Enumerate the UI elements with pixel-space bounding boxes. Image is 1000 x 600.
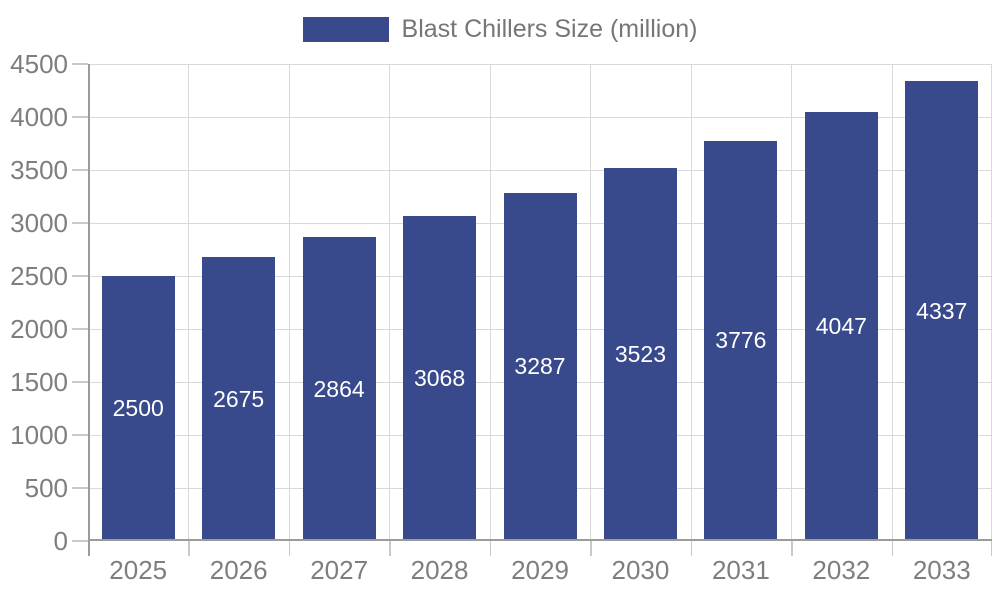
y-tick-label-4500: 4500 bbox=[10, 49, 68, 79]
x-tick-7 bbox=[791, 541, 793, 556]
x-tick-label-2033: 2033 bbox=[912, 555, 971, 585]
x-axis-labels: 2025 2026 2027 2028 2029 2030 2031 2032 2033 bbox=[88, 553, 992, 587]
bar-value-label-2025: 2500 bbox=[112, 395, 164, 421]
x-tick-label-2028: 2028 bbox=[410, 555, 469, 585]
x-tick-6 bbox=[690, 541, 693, 556]
y-tick-3000 bbox=[72, 222, 88, 224]
legend-label: Blast Chillers Size (million) bbox=[401, 15, 698, 43]
h-gridline-3500 bbox=[88, 169, 992, 171]
bar-2033[interactable]: 4337 bbox=[905, 81, 979, 541]
bar-2030[interactable]: 3523 bbox=[603, 167, 677, 541]
y-tick-label-2500: 2500 bbox=[10, 261, 68, 291]
x-tick-label-2025: 2025 bbox=[109, 555, 168, 585]
bar-2026[interactable]: 2675 bbox=[202, 257, 276, 541]
y-tick-4500 bbox=[72, 63, 88, 65]
x-tick-label-2027: 2027 bbox=[310, 555, 369, 585]
v-gridline-5 bbox=[590, 64, 592, 541]
y-tick-label-1000: 1000 bbox=[10, 420, 68, 450]
x-tick-5 bbox=[590, 541, 592, 556]
v-gridline-9 bbox=[991, 64, 992, 541]
v-gridline-1 bbox=[188, 64, 190, 541]
y-tick-2000 bbox=[72, 328, 88, 330]
x-tick-1 bbox=[188, 541, 190, 556]
bar-value-label-2029: 3287 bbox=[514, 353, 566, 380]
bar-value-label-2027: 2864 bbox=[313, 375, 365, 402]
v-gridline-6 bbox=[690, 64, 692, 541]
bar-2025[interactable]: 2500 bbox=[101, 276, 175, 541]
y-tick-3500 bbox=[72, 169, 88, 171]
x-tick-2 bbox=[288, 541, 291, 556]
y-tick-label-1500: 1500 bbox=[10, 367, 68, 397]
x-tick-label-2030: 2030 bbox=[611, 555, 670, 585]
legend[interactable]: Blast Chillers Size (million) bbox=[0, 17, 1000, 42]
y-tick-4000 bbox=[72, 116, 88, 118]
v-gridline-8 bbox=[891, 64, 893, 541]
bar-value-label-2028: 3068 bbox=[413, 364, 466, 391]
y-tick-label-500: 500 bbox=[24, 473, 68, 503]
y-tick-label-3500: 3500 bbox=[10, 155, 68, 185]
x-axis-line bbox=[88, 539, 992, 541]
x-tick-label-2026: 2026 bbox=[209, 555, 268, 585]
y-tick-label-4000: 4000 bbox=[10, 102, 68, 132]
h-gridline-4500 bbox=[88, 63, 992, 65]
v-gridline-2 bbox=[288, 64, 290, 541]
x-tick-label-2032: 2032 bbox=[812, 555, 871, 585]
h-gridline-4000 bbox=[88, 116, 992, 118]
bar-value-label-2026: 2675 bbox=[213, 385, 265, 412]
bar-2032[interactable]: 4047 bbox=[804, 112, 878, 541]
y-axis-labels: 0 500 1000 1500 2000 2500 3000 3500 4000 4500 bbox=[0, 51, 68, 554]
x-tick-label-2029: 2029 bbox=[511, 555, 569, 585]
y-tick-label-3000: 3000 bbox=[10, 208, 68, 238]
y-tick-1000 bbox=[72, 434, 88, 436]
x-tick-label-2031: 2031 bbox=[711, 555, 770, 585]
bar-value-label-2031: 3776 bbox=[715, 327, 767, 354]
x-tick-3 bbox=[389, 541, 391, 556]
plot-area: 2500 2675 2864 3068 3287 3523 3776 4047 4337 bbox=[72, 63, 992, 556]
bar-2029[interactable]: 3287 bbox=[503, 192, 577, 541]
legend-swatch-icon bbox=[302, 17, 389, 42]
bar-2031[interactable]: 3776 bbox=[704, 140, 778, 541]
x-tick-9 bbox=[990, 541, 992, 556]
y-tick-1500 bbox=[72, 381, 88, 383]
bar-value-label-2033: 4337 bbox=[916, 297, 968, 324]
y-axis-line bbox=[88, 64, 90, 556]
v-gridline-3 bbox=[389, 64, 391, 541]
bar-2028[interactable]: 3068 bbox=[403, 215, 477, 541]
bar-value-label-2030: 3523 bbox=[614, 340, 667, 367]
v-gridline-4 bbox=[489, 64, 491, 541]
bar-2027[interactable]: 2864 bbox=[302, 237, 376, 541]
y-tick-label-2000: 2000 bbox=[10, 314, 68, 344]
x-tick-4 bbox=[489, 541, 492, 556]
y-tick-500 bbox=[72, 487, 88, 489]
x-tick-8 bbox=[891, 541, 894, 556]
y-tick-2500 bbox=[72, 275, 88, 277]
y-tick-label-0: 0 bbox=[53, 526, 68, 556]
bar-value-label-2032: 4047 bbox=[815, 313, 867, 340]
y-tick-0 bbox=[72, 540, 88, 542]
v-gridline-7 bbox=[791, 64, 793, 541]
